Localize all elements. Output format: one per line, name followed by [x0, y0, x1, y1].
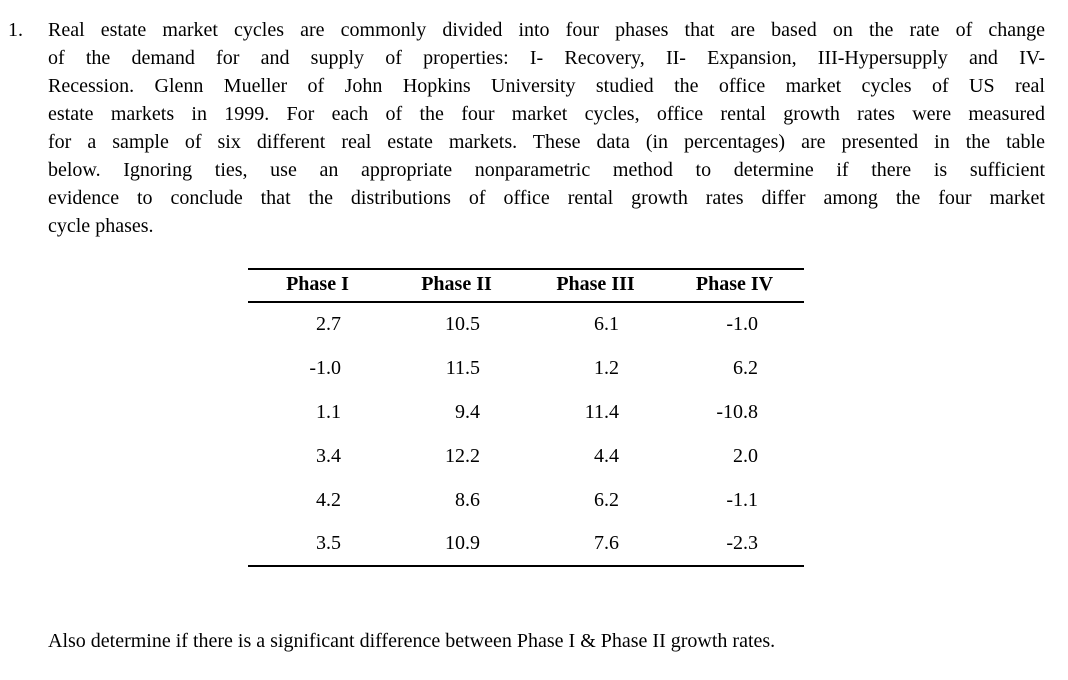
table-cell: 4.2	[316, 488, 341, 511]
table-cell: -1.0	[726, 313, 758, 335]
table-cell: 6.2	[594, 488, 619, 511]
paragraph-line: Recession. Glenn Mueller of John Hopkins…	[48, 75, 1045, 97]
table-cell: 6.1	[594, 313, 619, 335]
table-header-phase-iii: Phase III	[526, 268, 665, 303]
paragraph-line: evidence to conclude that the distributi…	[48, 187, 1045, 209]
paragraph-line: cycle phases.	[48, 215, 154, 237]
growth-rates-table: Phase I Phase II Phase III Phase IV 2.7 …	[248, 268, 804, 567]
table-cell: 2.0	[733, 444, 758, 467]
paragraph-line: Real estate market cycles are commonly d…	[48, 19, 1045, 41]
table-cell: 7.6	[526, 522, 665, 567]
table-row: 2.7 10.5 6.1 -1.0	[248, 302, 804, 346]
paragraph-line: for a sample of six different real estat…	[48, 131, 1045, 153]
table-cell: 11.4	[584, 400, 619, 423]
table-header-phase-i: Phase I	[248, 268, 387, 303]
paragraph-line: estate markets in 1999. For each of the …	[48, 103, 1045, 125]
table-cell: -2.3	[665, 522, 804, 567]
table-cell: 10.5	[445, 313, 480, 335]
table-row: 3.5 10.9 7.6 -2.3	[248, 522, 804, 567]
table-cell: 4.4	[594, 444, 619, 467]
problem-statement: Real estate market cycles are commonly d…	[48, 16, 1045, 240]
table-cell: 12.2	[445, 444, 480, 467]
table-cell: -1.0	[309, 356, 341, 379]
table-cell: 3.5	[248, 522, 387, 567]
table-header-phase-iv: Phase IV	[665, 268, 804, 303]
paragraph-line: of the demand for and supply of properti…	[48, 47, 1045, 69]
table-row: 4.2 8.6 6.2 -1.1	[248, 478, 804, 522]
table-cell: -1.1	[726, 488, 758, 511]
problem-number: 1.	[8, 19, 23, 41]
table-cell: 1.2	[594, 356, 619, 379]
footer-note: Also determine if there is a significant…	[48, 630, 776, 652]
table-cell: 9.4	[455, 400, 480, 423]
table-cell: -10.8	[716, 400, 758, 423]
table-row: 3.4 12.2 4.4 2.0	[248, 434, 804, 478]
table-cell: 3.4	[316, 444, 341, 467]
table-header-row: Phase I Phase II Phase III Phase IV	[248, 268, 804, 303]
table-cell: 11.5	[445, 356, 480, 379]
problem-1: 1. Real estate market cycles are commonl…	[0, 0, 1068, 240]
paragraph-line: below. Ignoring ties, use an appropriate…	[48, 159, 1045, 181]
table-cell: 10.9	[387, 522, 526, 567]
table-row: -1.0 11.5 1.2 6.2	[248, 346, 804, 390]
table-cell: 2.7	[316, 313, 341, 335]
table-cell: 6.2	[733, 356, 758, 379]
table-header-phase-ii: Phase II	[387, 268, 526, 303]
table-row: 1.1 9.4 11.4 -10.8	[248, 390, 804, 434]
table-cell: 8.6	[455, 488, 480, 511]
table-cell: 1.1	[316, 400, 341, 423]
